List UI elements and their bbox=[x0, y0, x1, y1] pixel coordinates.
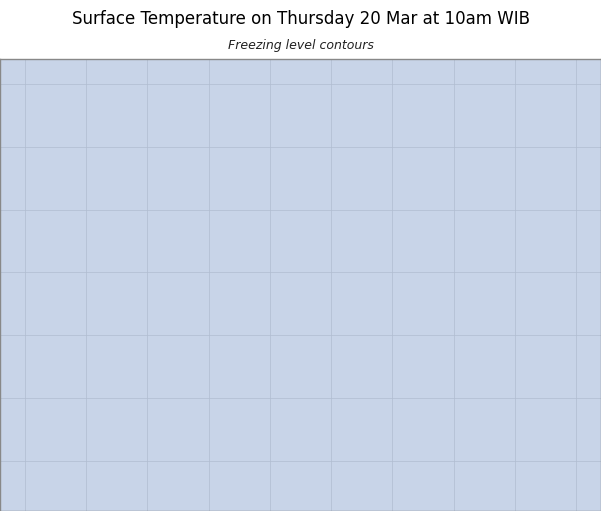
Text: Freezing level contours: Freezing level contours bbox=[228, 39, 373, 52]
Text: Surface Temperature on Thursday 20 Mar at 10am WIB: Surface Temperature on Thursday 20 Mar a… bbox=[72, 10, 529, 28]
